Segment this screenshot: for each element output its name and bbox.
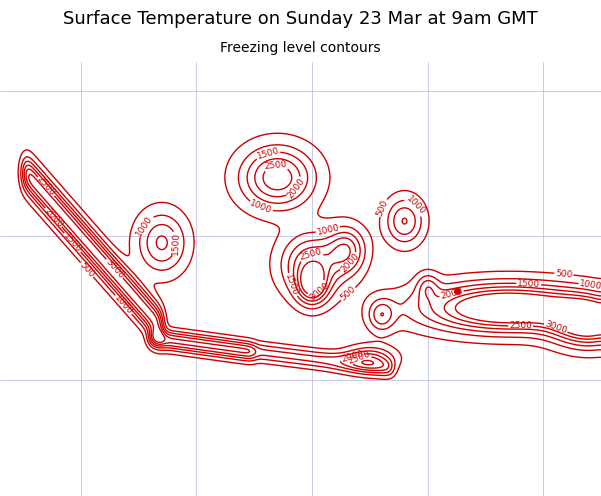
Text: 2000: 2000 bbox=[43, 206, 64, 229]
Text: 2500: 2500 bbox=[299, 247, 323, 262]
Text: 1500: 1500 bbox=[61, 231, 84, 254]
Text: 3000: 3000 bbox=[307, 281, 331, 303]
Text: 1000: 1000 bbox=[316, 223, 340, 237]
Text: 500: 500 bbox=[375, 198, 390, 217]
Text: 1500: 1500 bbox=[284, 273, 300, 297]
Text: 2000: 2000 bbox=[286, 176, 307, 200]
Text: 2000: 2000 bbox=[340, 349, 364, 364]
Text: 2500: 2500 bbox=[509, 321, 532, 330]
Text: 2500: 2500 bbox=[347, 350, 371, 366]
Text: 3000: 3000 bbox=[543, 319, 568, 336]
Text: 1000: 1000 bbox=[112, 293, 135, 316]
Text: Surface Temperature on Sunday 23 Mar at 9am GMT: Surface Temperature on Sunday 23 Mar at … bbox=[63, 9, 538, 28]
Text: 1000: 1000 bbox=[579, 279, 601, 292]
Text: 1500: 1500 bbox=[171, 232, 182, 255]
Text: 1000: 1000 bbox=[404, 194, 427, 217]
Text: 3000: 3000 bbox=[103, 257, 126, 280]
Text: 500: 500 bbox=[555, 269, 573, 279]
Text: 500: 500 bbox=[78, 260, 96, 279]
Text: 2500: 2500 bbox=[264, 160, 288, 171]
Text: 2500: 2500 bbox=[35, 175, 57, 198]
Text: 1500: 1500 bbox=[255, 146, 280, 161]
Text: 1000: 1000 bbox=[135, 214, 154, 238]
Text: 2000: 2000 bbox=[439, 287, 464, 301]
Text: 1500: 1500 bbox=[517, 279, 540, 289]
Text: 1000: 1000 bbox=[249, 199, 273, 216]
Text: Freezing level contours: Freezing level contours bbox=[220, 41, 381, 56]
Text: 500: 500 bbox=[339, 285, 358, 303]
Text: 2000: 2000 bbox=[340, 252, 362, 275]
